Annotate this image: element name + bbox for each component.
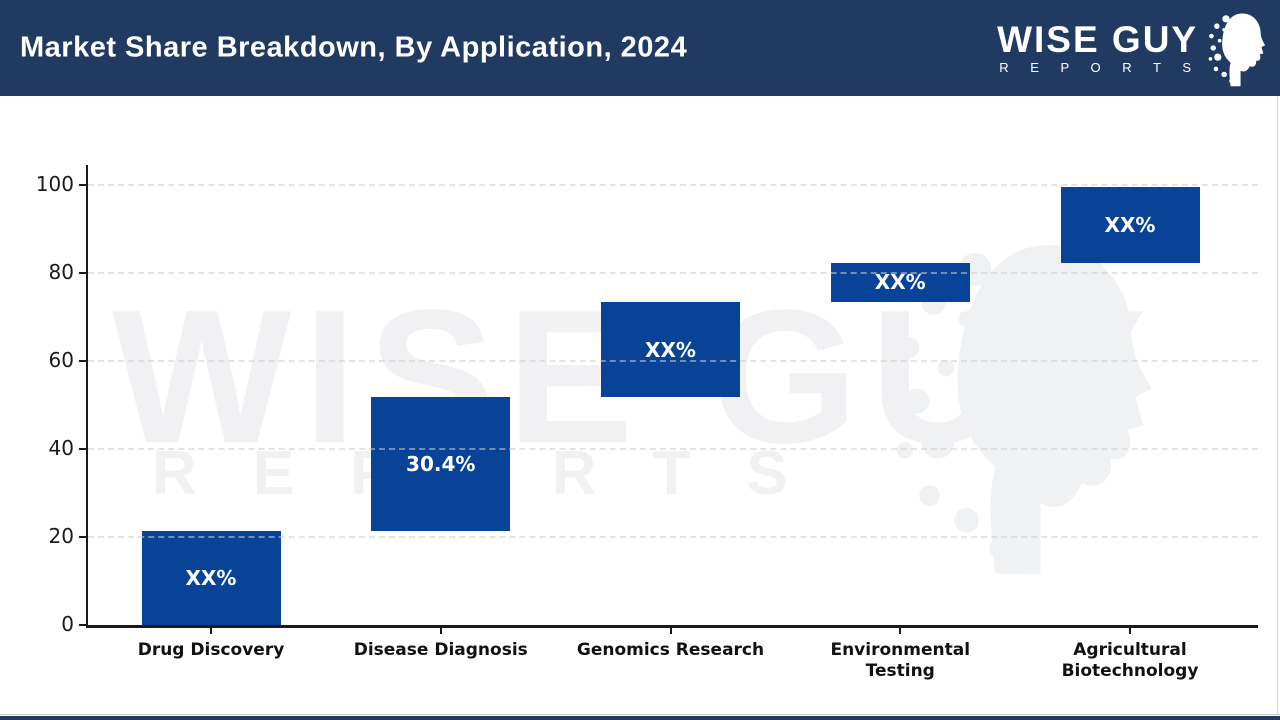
x-axis-tick — [439, 627, 442, 634]
x-tick-label-line: Agricultural — [1073, 640, 1187, 660]
gridline — [88, 184, 1258, 186]
x-tick-label-line: Disease Diagnosis — [353, 640, 528, 660]
y-axis-spine — [86, 165, 88, 627]
x-axis-tick — [210, 627, 212, 634]
x-tick-label-line: Testing — [865, 661, 935, 681]
x-tick-label-line: Genomics Research — [576, 640, 765, 660]
bar: XX% — [1060, 187, 1200, 263]
gridline — [88, 448, 1258, 450]
y-axis-tick — [79, 272, 86, 274]
y-tick-label: 20 — [48, 524, 74, 548]
page-title: Market Share Breakdown, By Application, … — [20, 31, 688, 64]
y-tick-label: 60 — [48, 348, 74, 372]
x-tick-label: Environmental Testing — [800, 640, 1000, 682]
x-tick-label-line: Environmental — [830, 640, 971, 660]
bar: 30.4% — [371, 397, 511, 531]
x-tick-label: Agricultural Biotechnology — [1030, 640, 1230, 682]
footer-divider — [0, 714, 1280, 715]
bar: XX% — [830, 262, 970, 303]
gridline — [88, 272, 1258, 274]
x-axis-tick — [1129, 627, 1131, 634]
gridline — [88, 360, 1258, 362]
footer-bar — [0, 716, 1280, 720]
x-tick-label-line: Drug Discovery — [137, 640, 285, 660]
bar-value-label: XX% — [874, 270, 926, 295]
y-tick-label: 100 — [35, 172, 74, 196]
logo-subtitle: R E P O R T S — [999, 60, 1200, 75]
bar-value-label: XX% — [185, 565, 237, 590]
y-tick-label: 40 — [48, 436, 74, 460]
frame-right-border — [1277, 96, 1278, 715]
y-tick-label: 80 — [48, 260, 74, 284]
logo-text: WISE GUY R E P O R T S — [995, 20, 1200, 76]
logo-wordmark: WISE GUY — [997, 19, 1199, 60]
x-tick-label: Disease Diagnosis — [341, 640, 541, 661]
x-tick-label-line: Biotechnology — [1061, 661, 1199, 681]
watermark-head-icon — [896, 245, 1152, 574]
y-axis-tick — [79, 360, 86, 362]
bar-value-label: XX% — [645, 337, 696, 362]
bar-value-label: 30.4% — [406, 451, 476, 476]
logo-head-icon — [1208, 13, 1266, 87]
bar: XX% — [141, 530, 281, 625]
y-axis-tick — [79, 624, 86, 626]
x-axis-spine — [86, 625, 1258, 628]
bar-value-label: XX% — [1104, 213, 1156, 238]
y-axis-tick — [79, 448, 86, 450]
x-tick-label: Genomics Research — [571, 640, 771, 661]
x-axis-tick — [899, 627, 902, 634]
x-axis-tick — [669, 627, 672, 634]
header-bar: Market Share Breakdown, By Application, … — [0, 0, 1280, 96]
x-tick-label: Drug Discovery — [111, 640, 311, 661]
y-axis-tick — [79, 184, 86, 186]
wise-guy-logo: WISE GUY R E P O R T S — [995, 6, 1268, 90]
y-axis-tick — [79, 536, 86, 538]
gridline — [88, 536, 1258, 538]
y-tick-label: 0 — [61, 612, 74, 636]
bar: XX% — [601, 302, 740, 398]
